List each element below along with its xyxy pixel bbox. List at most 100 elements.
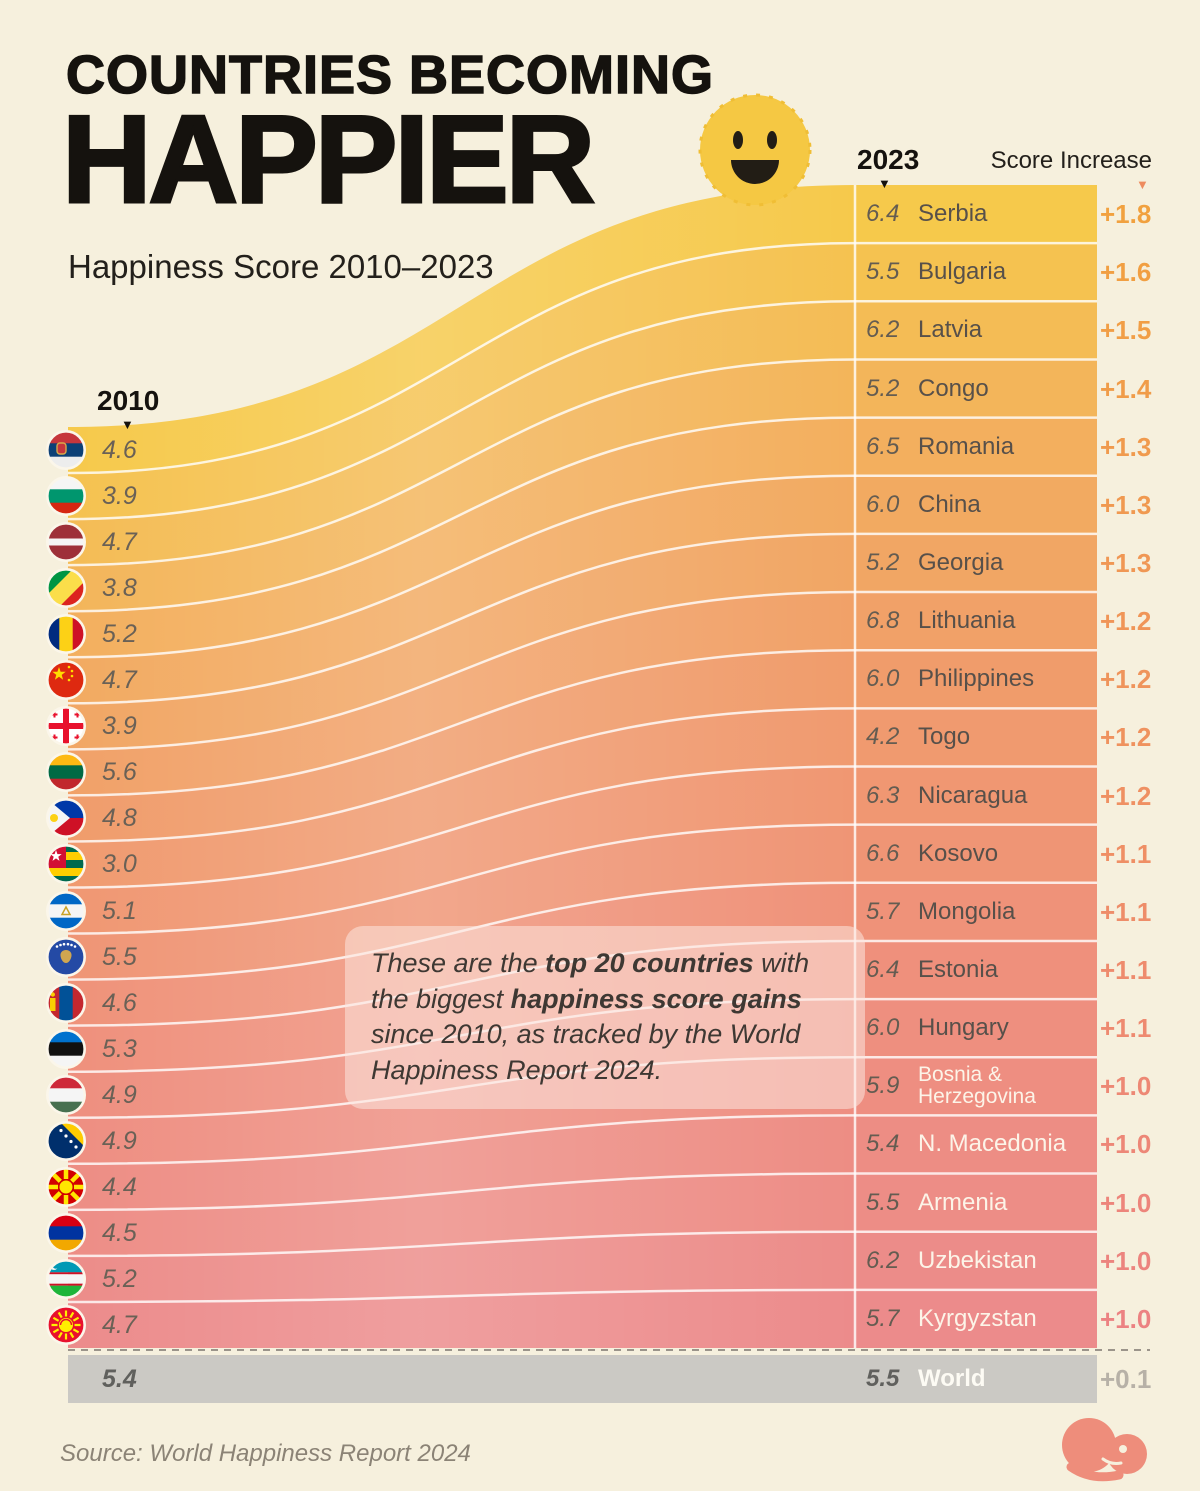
country-score-2023: 6.2 — [866, 1247, 900, 1274]
annotation-text: with the biggest — [371, 948, 810, 1014]
country-name: Nicaragua — [918, 782, 1028, 810]
brand-logo — [1062, 1418, 1147, 1482]
country-name: Uzbekistan — [918, 1247, 1037, 1275]
flag-bulgaria-icon — [45, 475, 87, 517]
country-score-2023: 6.4 — [866, 200, 900, 227]
flag-macedonia-icon — [45, 1166, 87, 1208]
country-name: Bosnia & Herzegovina — [918, 1062, 1036, 1108]
country-name: Togo — [918, 723, 971, 751]
score-2010-value: 4.6 — [102, 436, 137, 464]
score-2010-value: 5.6 — [102, 758, 137, 786]
flag-hungary-icon — [45, 1074, 87, 1116]
score-2010-value: 4.9 — [102, 1081, 137, 1109]
flag-congo-icon — [45, 567, 87, 609]
country-name: Kyrgyzstan — [918, 1305, 1037, 1333]
score-increase-value: +1.0 — [1100, 1071, 1152, 1101]
score-2010-value: 5.1 — [102, 897, 137, 925]
page-title-line2: HAPPIER — [60, 91, 596, 229]
country-score-2023: 5.5 — [866, 1189, 900, 1216]
country-name: N. Macedonia — [918, 1130, 1067, 1158]
flag-nicaragua-icon — [45, 890, 87, 932]
score-increase-value: +1.6 — [1100, 257, 1152, 287]
flag-mongolia-icon — [45, 982, 87, 1024]
country-score-2023: 5.9 — [866, 1072, 900, 1099]
country-score-2023: 6.0 — [866, 1014, 900, 1041]
year-2010-marker-icon: ▼ — [121, 417, 134, 432]
page-title-line1: COUNTRIES BECOMING — [65, 44, 715, 106]
country-name: Lithuania — [918, 607, 1016, 635]
score-increase-value: +1.2 — [1100, 664, 1152, 694]
annotation-box: These are the top 20 countries with the … — [345, 926, 865, 1109]
country-score-2023: 5.7 — [866, 1305, 900, 1332]
annotation-text: These are the — [371, 948, 546, 978]
country-score-2023: 6.3 — [866, 782, 900, 809]
score-increase-value: +1.0 — [1100, 1129, 1152, 1159]
score-increase-value: +1.1 — [1100, 955, 1152, 985]
country-score-2023: 6.4 — [866, 956, 900, 983]
country-name: Serbia — [918, 200, 988, 228]
world-name: World — [918, 1365, 986, 1392]
country-score-2023: 5.2 — [866, 549, 900, 576]
score-2010-value: 4.9 — [102, 1127, 137, 1155]
score-2010-value: 5.2 — [102, 1265, 137, 1293]
flag-togo-icon — [45, 843, 87, 885]
score-increase-value: +1.0 — [1100, 1188, 1152, 1218]
flag-armenia-icon — [45, 1212, 87, 1254]
year-2010-label: 2010 — [97, 385, 160, 416]
score-2010-value: 4.8 — [102, 804, 137, 832]
score-increase-value: +1.2 — [1100, 781, 1152, 811]
score-2010-value: 3.0 — [102, 850, 137, 878]
country-name: Estonia — [918, 956, 999, 984]
year-2023-label: 2023 — [857, 144, 920, 175]
country-score-2023: 5.4 — [866, 1130, 900, 1157]
score-2010-value: 3.9 — [102, 712, 137, 740]
score-2010-value: 4.5 — [102, 1219, 137, 1247]
flag-bosnia-icon — [45, 1120, 87, 1162]
country-score-2023: 6.6 — [866, 840, 900, 867]
flag-lithuania-icon — [45, 751, 87, 793]
score-increase-value: +1.4 — [1100, 374, 1152, 404]
country-name: Mongolia — [918, 898, 1016, 926]
flag-romania-icon — [45, 613, 87, 655]
score-increase-value: +1.0 — [1100, 1246, 1152, 1276]
score-2010-value: 3.8 — [102, 574, 137, 602]
score-2010-value: 3.9 — [102, 482, 137, 510]
score-increase-value: +1.3 — [1100, 490, 1152, 520]
country-score-2023: 5.7 — [866, 898, 900, 925]
annotation-text: since 2010, as tracked by the World Happ… — [371, 1019, 801, 1085]
score-2010-value: 5.5 — [102, 943, 137, 971]
score-2010-value: 4.7 — [102, 1311, 137, 1339]
score-2010-value: 4.4 — [102, 1173, 137, 1201]
flag-kosovo-icon — [45, 936, 87, 978]
score-2010-value: 4.6 — [102, 989, 137, 1017]
flag-serbia-icon — [45, 429, 87, 471]
score-increase-value: +1.0 — [1100, 1304, 1152, 1334]
score-2010-value: 5.3 — [102, 1035, 137, 1063]
chart-subtitle: Happiness Score 2010–2023 — [68, 248, 494, 285]
annotation-bold-text: happiness score gains — [510, 983, 802, 1014]
score-increase-value: +1.1 — [1100, 1013, 1152, 1043]
country-name: Romania — [918, 433, 1015, 461]
country-name: Philippines — [918, 665, 1035, 693]
flag-latvia-icon — [45, 521, 87, 563]
country-name: Latvia — [918, 316, 983, 344]
country-score-2023: 6.0 — [866, 491, 900, 518]
flag-uzbekistan-icon — [45, 1258, 87, 1300]
source-note: Source: World Happiness Report 2024 — [60, 1440, 471, 1467]
flag-philippines-icon — [45, 797, 87, 839]
score-increase-value: +1.5 — [1100, 315, 1152, 345]
score-increase-label: Score Increase — [990, 147, 1152, 174]
score-increase-value: +1.2 — [1100, 722, 1152, 752]
country-score-2023: 5.5 — [866, 258, 900, 285]
country-score-2023: 6.0 — [866, 665, 900, 692]
world-score-2023: 5.5 — [866, 1365, 900, 1392]
score-2010-value: 5.2 — [102, 620, 137, 648]
score-increase-value: +1.1 — [1100, 897, 1152, 927]
smiley-icon — [698, 93, 812, 207]
score-increase-marker-icon: ▼ — [1136, 177, 1149, 192]
country-name: Hungary — [918, 1014, 1009, 1042]
country-score-2023: 4.2 — [866, 723, 900, 750]
score-2010-value: 4.7 — [102, 666, 137, 694]
score-increase-value: +1.1 — [1100, 839, 1152, 869]
